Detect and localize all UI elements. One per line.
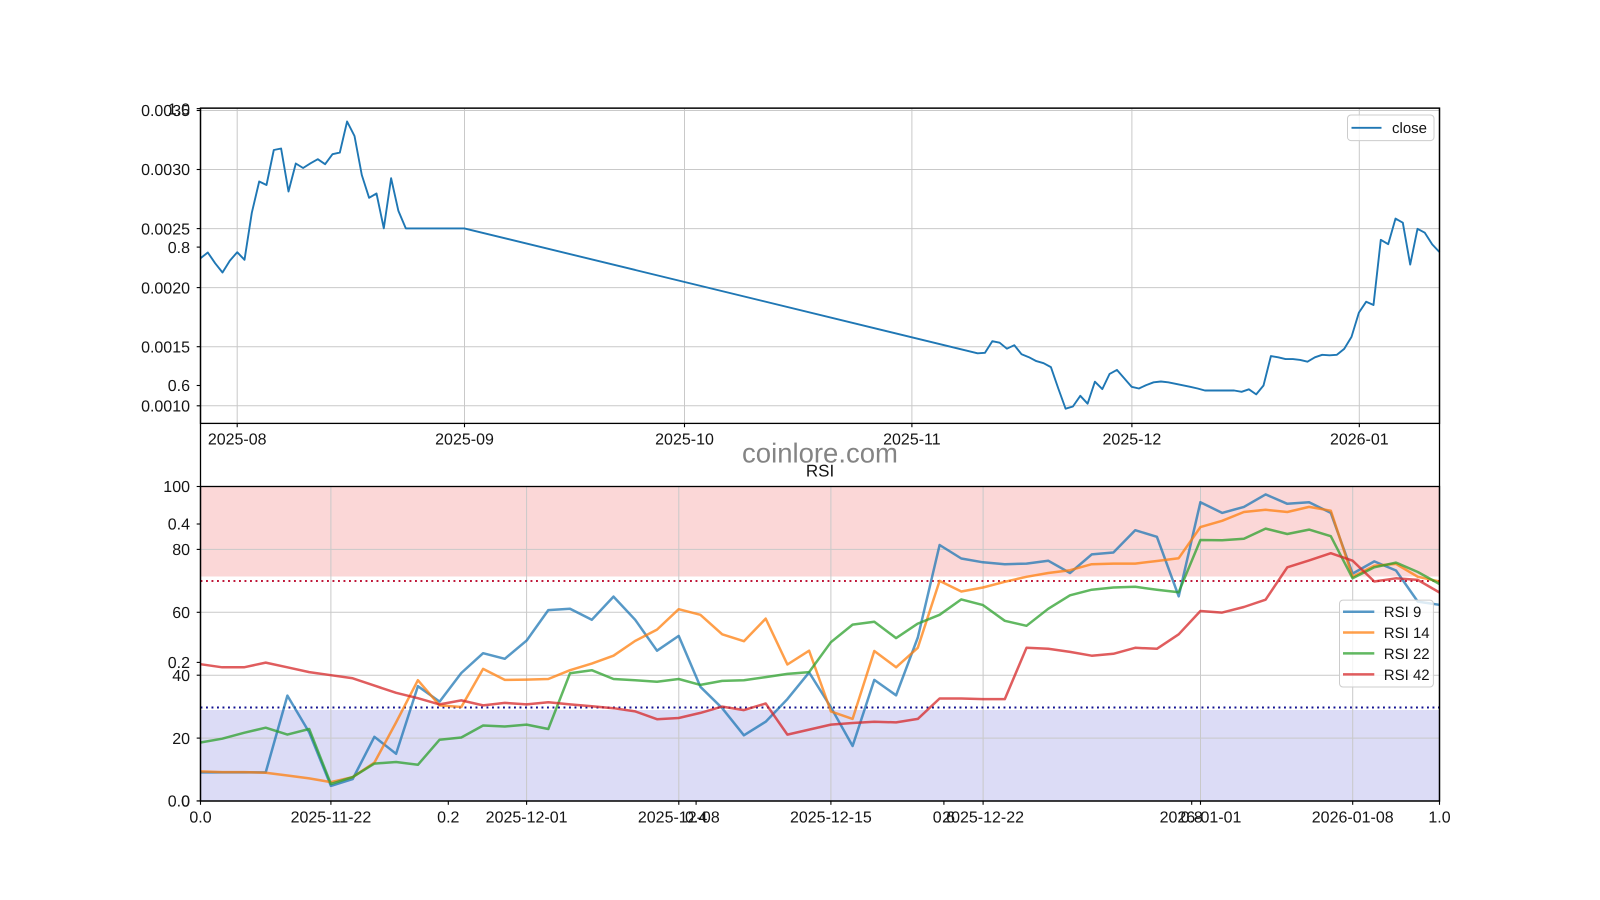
svg-text:0: 0 (181, 794, 190, 811)
svg-text:40: 40 (172, 668, 190, 685)
svg-text:0.4: 0.4 (168, 517, 190, 534)
svg-text:2026-01-01: 2026-01-01 (1160, 810, 1242, 827)
svg-text:0.0035: 0.0035 (141, 103, 190, 120)
svg-text:RSI 42: RSI 42 (1384, 667, 1430, 684)
svg-text:0.8: 0.8 (168, 240, 190, 257)
svg-text:RSI 22: RSI 22 (1384, 646, 1430, 663)
svg-text:0.2: 0.2 (437, 810, 459, 827)
svg-text:20: 20 (172, 731, 190, 748)
svg-text:2025-11: 2025-11 (883, 432, 941, 449)
svg-text:0.0030: 0.0030 (141, 162, 190, 179)
svg-text:2025-08: 2025-08 (208, 432, 267, 449)
svg-text:0.2: 0.2 (168, 655, 190, 672)
svg-text:2025-11-22: 2025-11-22 (291, 810, 372, 827)
svg-text:2025-12-15: 2025-12-15 (790, 810, 872, 827)
svg-text:RSI: RSI (806, 462, 834, 481)
svg-text:60: 60 (172, 605, 190, 622)
svg-text:0.0015: 0.0015 (141, 339, 190, 356)
svg-text:0.4: 0.4 (685, 810, 707, 827)
svg-text:2025-12: 2025-12 (1103, 432, 1162, 449)
svg-text:0.6: 0.6 (168, 378, 190, 395)
svg-text:0.0020: 0.0020 (141, 280, 190, 297)
svg-text:80: 80 (172, 542, 190, 559)
svg-text:0.0: 0.0 (189, 810, 211, 827)
svg-text:coinlore.com: coinlore.com (742, 438, 898, 469)
svg-text:RSI 14: RSI 14 (1384, 625, 1430, 642)
svg-text:0.0025: 0.0025 (141, 221, 190, 238)
svg-text:close: close (1392, 120, 1427, 137)
svg-text:0.6: 0.6 (933, 810, 955, 827)
svg-text:1.0: 1.0 (168, 101, 190, 118)
svg-text:2025-12-22: 2025-12-22 (942, 810, 1024, 827)
svg-text:2025-10: 2025-10 (655, 432, 714, 449)
svg-text:0.8: 0.8 (1181, 810, 1203, 827)
svg-text:2025-12-01: 2025-12-01 (486, 810, 568, 827)
svg-text:0.0010: 0.0010 (141, 399, 190, 416)
svg-text:2025-09: 2025-09 (435, 432, 494, 449)
svg-text:100: 100 (163, 479, 190, 496)
svg-text:RSI 9: RSI 9 (1384, 604, 1422, 621)
svg-text:1.0: 1.0 (1428, 810, 1450, 827)
svg-text:2026-01-08: 2026-01-08 (1312, 810, 1394, 827)
svg-text:2026-01: 2026-01 (1330, 432, 1389, 449)
svg-text:0.0: 0.0 (168, 794, 190, 811)
svg-text:2025-12-08: 2025-12-08 (638, 810, 720, 827)
